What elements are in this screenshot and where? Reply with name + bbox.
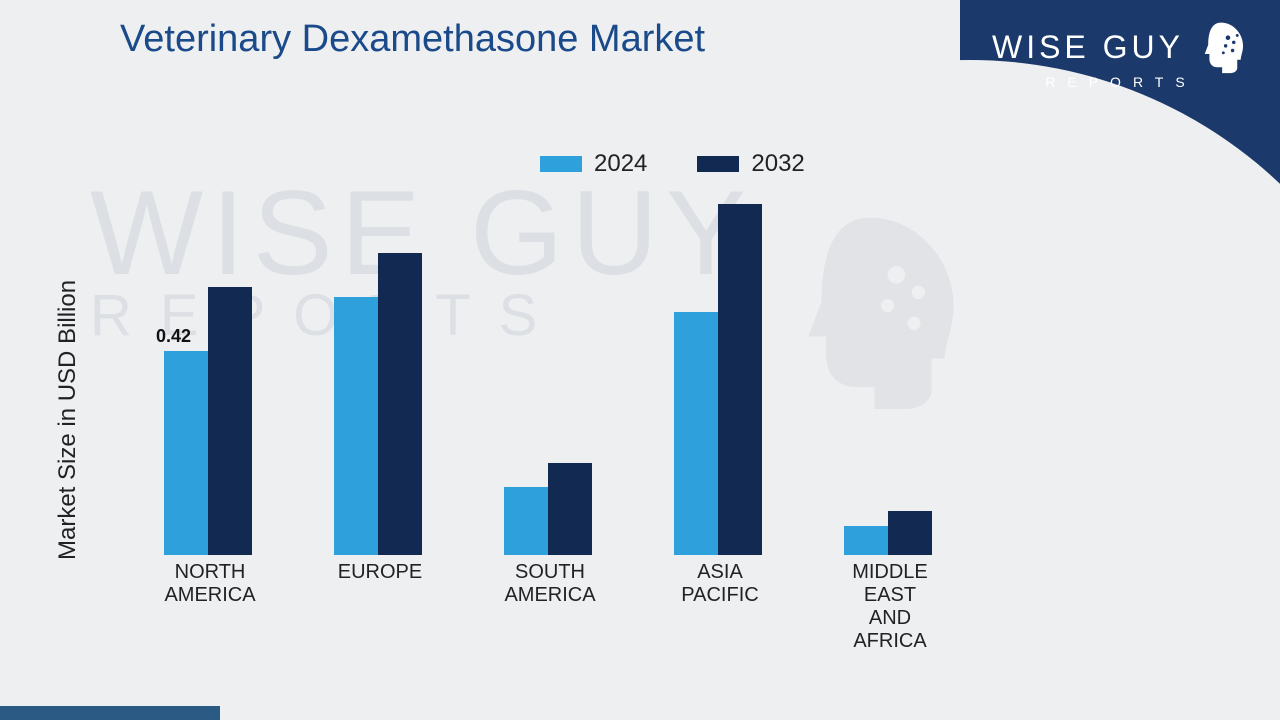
category-label: SOUTHAMERICA (480, 555, 620, 607)
chart-canvas: WISE GUY REPORTS Veterinary Dexamethason… (0, 0, 1280, 720)
category-label: MIDDLEEASTANDAFRICA (820, 555, 960, 653)
category-label: EUROPE (310, 555, 450, 584)
category-label: ASIAPACIFIC (650, 555, 790, 607)
brand-head-icon (1192, 18, 1250, 76)
bar-2024 (164, 351, 208, 555)
legend-item-2032: 2032 (697, 150, 804, 178)
y-axis-label: Market Size in USD Billion (54, 280, 82, 560)
bar-2032 (378, 253, 422, 555)
brand-logo: WISE GUY REPORTS (992, 18, 1250, 90)
footer-accent-bar (0, 706, 220, 720)
legend-label-2024: 2024 (594, 150, 647, 178)
bar-2024 (844, 526, 888, 555)
legend: 2024 2032 (540, 150, 805, 178)
legend-label-2032: 2032 (751, 150, 804, 178)
chart-title: Veterinary Dexamethasone Market (120, 18, 705, 61)
legend-swatch-2024 (540, 156, 582, 172)
bar-2032 (548, 463, 592, 556)
bar-2032 (888, 511, 932, 555)
brand-name-sub: REPORTS (992, 74, 1250, 90)
bar-2024 (674, 312, 718, 555)
side-panel (960, 0, 1280, 720)
bar-2032 (718, 204, 762, 555)
value-label: 0.42 (156, 326, 191, 347)
category-label: NORTHAMERICA (140, 555, 280, 607)
plot-area: 0.42 NORTHAMERICAEUROPESOUTHAMERICAASIAP… (110, 185, 970, 555)
bar-2024 (334, 297, 378, 555)
legend-swatch-2032 (697, 156, 739, 172)
bar-2032 (208, 287, 252, 555)
bar-2024 (504, 487, 548, 555)
brand-logo-main: WISE GUY (992, 18, 1250, 76)
legend-item-2024: 2024 (540, 150, 647, 178)
brand-name-main: WISE GUY (992, 29, 1184, 66)
